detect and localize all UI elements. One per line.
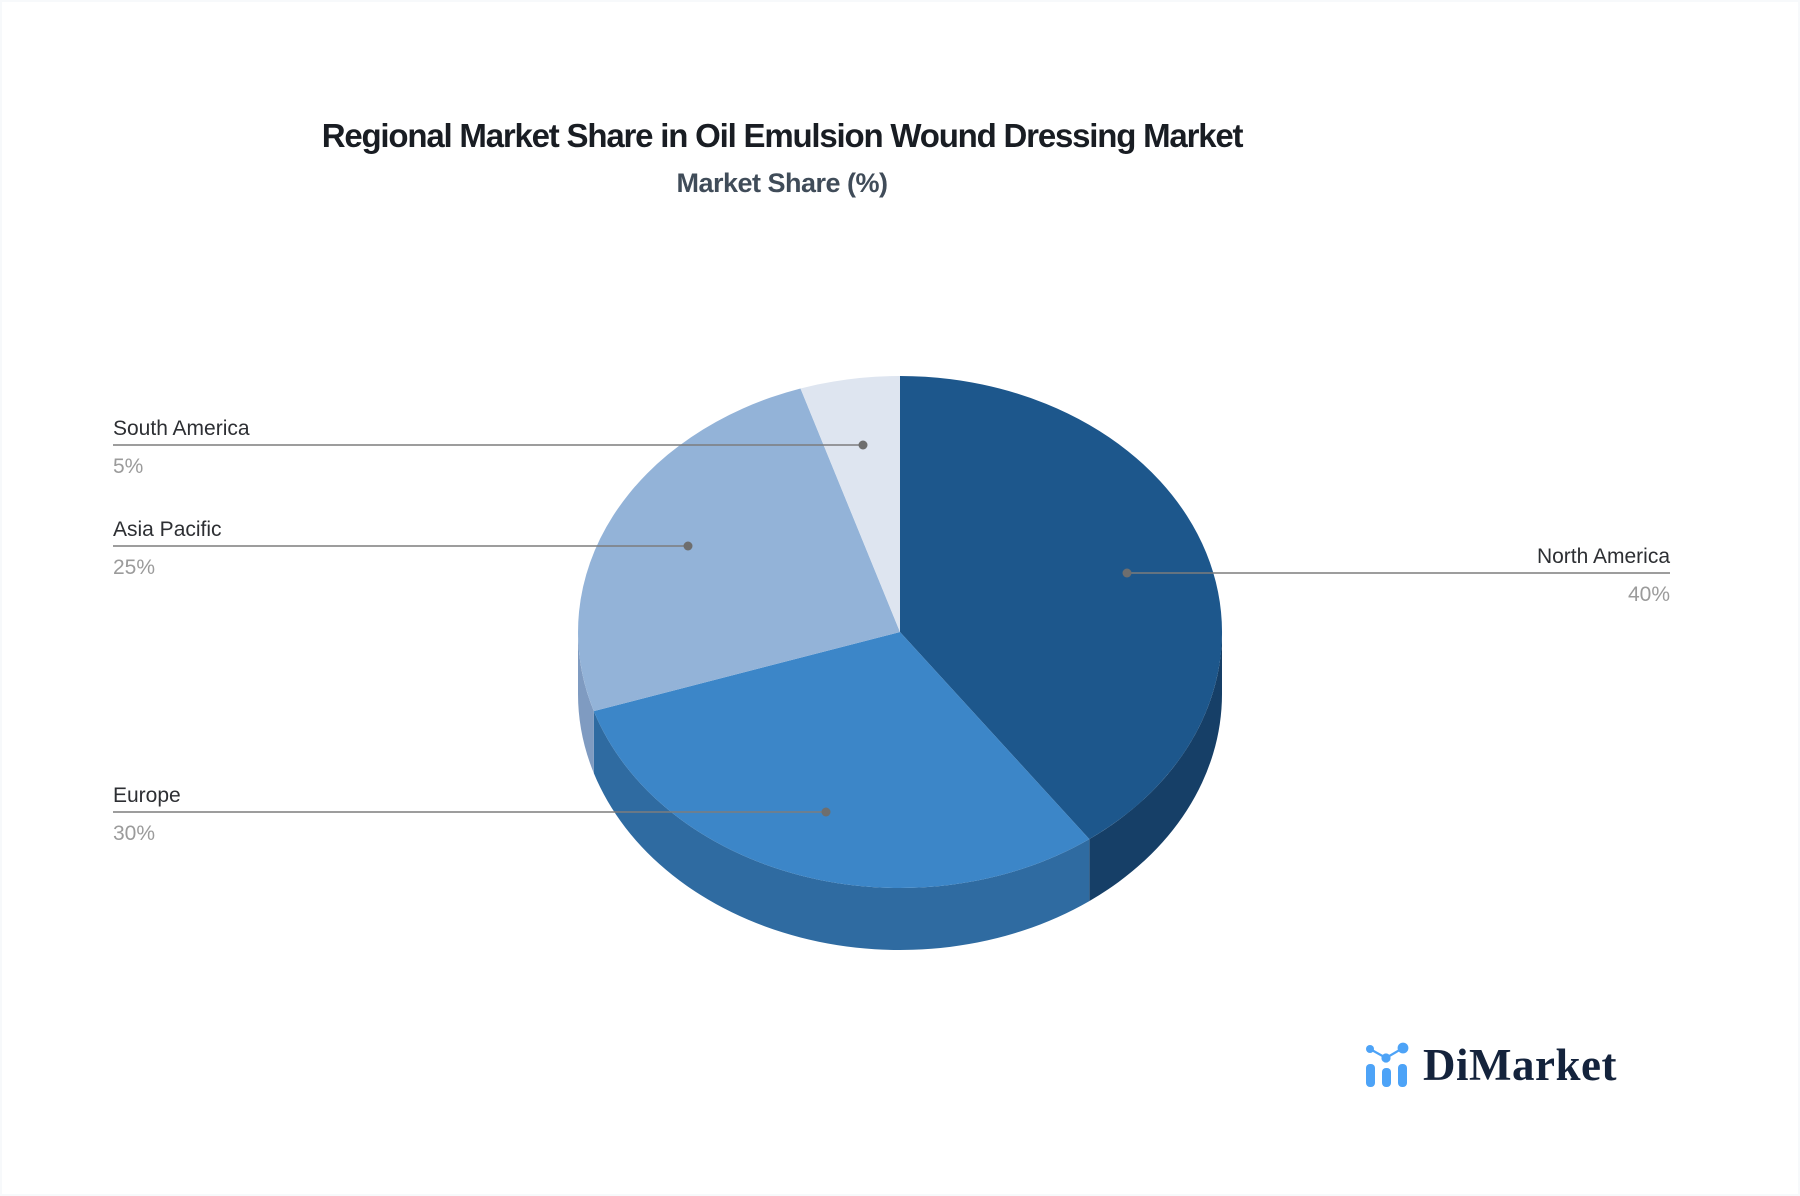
pie-slice-south-america xyxy=(800,375,900,632)
slice-value: 5% xyxy=(113,455,144,478)
callout-asia-pacific: Asia Pacific 25% xyxy=(113,517,222,581)
pie-rim-europe xyxy=(593,711,1090,950)
slice-label: North America xyxy=(1536,545,1670,568)
pie-slice-asia-pacific xyxy=(578,388,900,712)
leader-dot xyxy=(821,807,831,817)
slice-label: Europe xyxy=(113,784,181,807)
slice-label: Asia Pacific xyxy=(113,518,222,541)
pie-slice-europe xyxy=(593,632,1090,888)
pie-rim-north-america xyxy=(1089,632,1222,902)
slice-value: 30% xyxy=(113,822,156,845)
callout-europe: Europe 30% xyxy=(113,783,181,847)
callout-south-america: South America 5% xyxy=(113,416,250,480)
callout-north-america: North America 40% xyxy=(1537,544,1670,608)
pie-rim-asia-pacific xyxy=(578,632,594,774)
leader-dot xyxy=(683,541,693,551)
chart-subtitle: Market Share (%) xyxy=(676,168,888,198)
dimarket-logo: DiMarket xyxy=(1363,1035,1617,1091)
leader-dot xyxy=(1122,568,1132,578)
logo-text: DiMarket xyxy=(1423,1040,1617,1090)
chart-header: Regional Market Share in Oil Emulsion Wo… xyxy=(82,114,1482,200)
bar-chart-with-trend-dots-icon xyxy=(1366,1042,1409,1087)
slice-label: South America xyxy=(113,417,250,440)
slice-value: 40% xyxy=(1627,583,1670,606)
leader-dot xyxy=(858,440,868,450)
pie-slice-north-america xyxy=(900,376,1223,840)
chart-title: Regional Market Share in Oil Emulsion Wo… xyxy=(321,117,1244,154)
slice-value: 25% xyxy=(113,556,156,579)
